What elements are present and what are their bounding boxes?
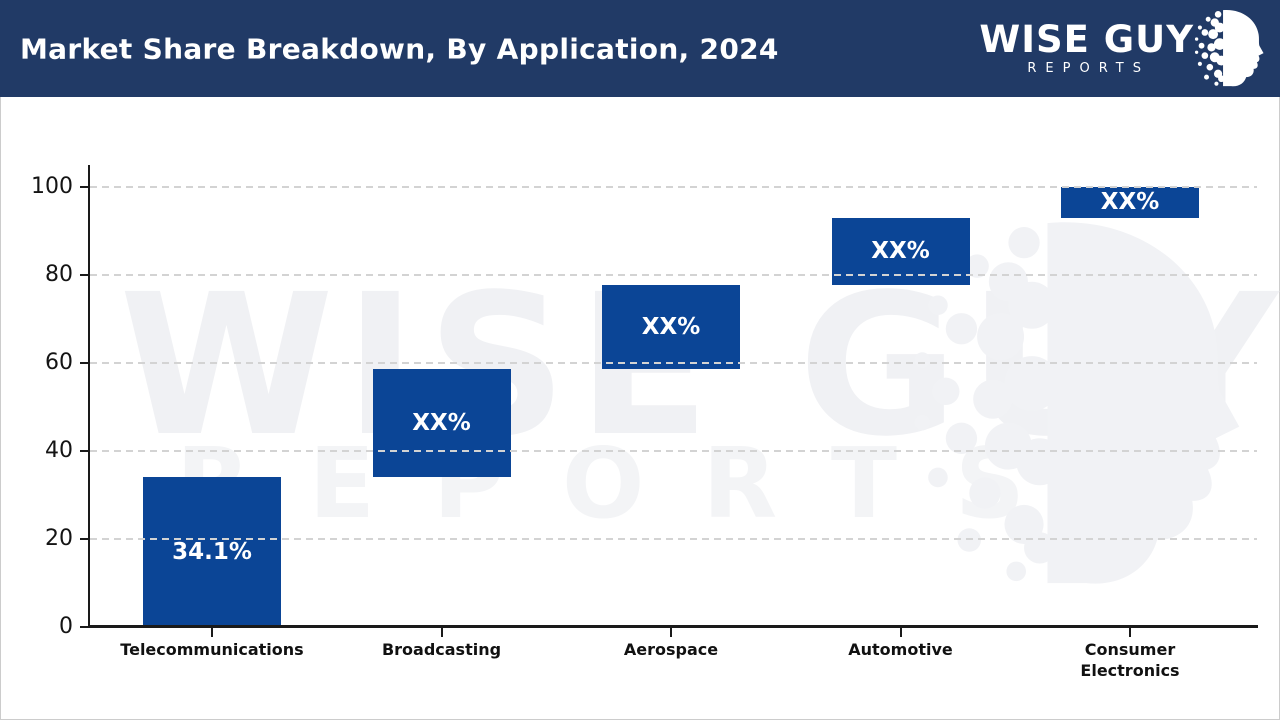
x-axis-label: Consumer Electronics	[1080, 640, 1180, 680]
y-tick	[80, 362, 89, 364]
grid-line	[90, 362, 1257, 364]
x-tick	[899, 628, 902, 637]
bar-value-label: XX%	[871, 238, 930, 265]
y-axis-line	[88, 165, 90, 627]
x-axis-label: Automotive	[848, 640, 953, 659]
watermark-text-secondary: REPORTS	[176, 427, 1083, 540]
bar	[602, 285, 740, 369]
x-tick	[440, 628, 443, 637]
y-tick-label: 100	[31, 174, 73, 199]
logo-wordmark-line2: REPORTS	[1027, 61, 1150, 76]
header-bar: Market Share Breakdown, By Application, …	[0, 0, 1280, 97]
y-tick-label: 80	[45, 262, 73, 287]
logo-wordmark: WISE GUY REPORTS	[979, 21, 1194, 76]
bar-value-label: XX%	[1100, 189, 1160, 216]
y-tick	[80, 274, 89, 276]
y-tick	[80, 538, 89, 540]
y-tick-label: 0	[59, 614, 73, 639]
x-axis-label: Aerospace	[623, 640, 719, 659]
y-tick	[80, 626, 89, 628]
bar-value-label: 34.1%	[172, 538, 252, 565]
y-tick	[80, 186, 89, 188]
wise-guy-logo: WISE GUY REPORTS	[979, 6, 1266, 92]
bar	[1061, 187, 1199, 218]
bar-value-label: XX%	[641, 313, 701, 340]
bar	[143, 476, 281, 627]
y-tick-label: 40	[45, 438, 73, 463]
grid-line	[90, 186, 1257, 188]
bar	[831, 217, 970, 286]
x-axis-line	[88, 625, 1258, 628]
bar-value-label: XX%	[412, 409, 471, 436]
x-axis-label: Telecommunications	[120, 640, 304, 659]
bar	[372, 368, 511, 477]
chart-canvas: WISE GUY REPORTS 02040608010034.1%Teleco…	[0, 97, 1280, 720]
wiseguy-head-icon	[1194, 9, 1264, 86]
y-tick-label: 20	[45, 526, 73, 551]
y-tick-label: 60	[45, 350, 73, 375]
x-tick	[211, 628, 213, 637]
y-tick	[80, 450, 89, 452]
grid-line	[90, 538, 1257, 540]
page-title: Market Share Breakdown, By Application, …	[20, 32, 779, 65]
grid-line	[90, 450, 1257, 452]
x-axis-label: Broadcasting	[381, 640, 502, 659]
x-tick	[670, 628, 672, 637]
logo-wordmark-line1: WISE GUY	[979, 18, 1194, 61]
x-tick	[1129, 628, 1131, 637]
grid-line	[90, 274, 1257, 276]
